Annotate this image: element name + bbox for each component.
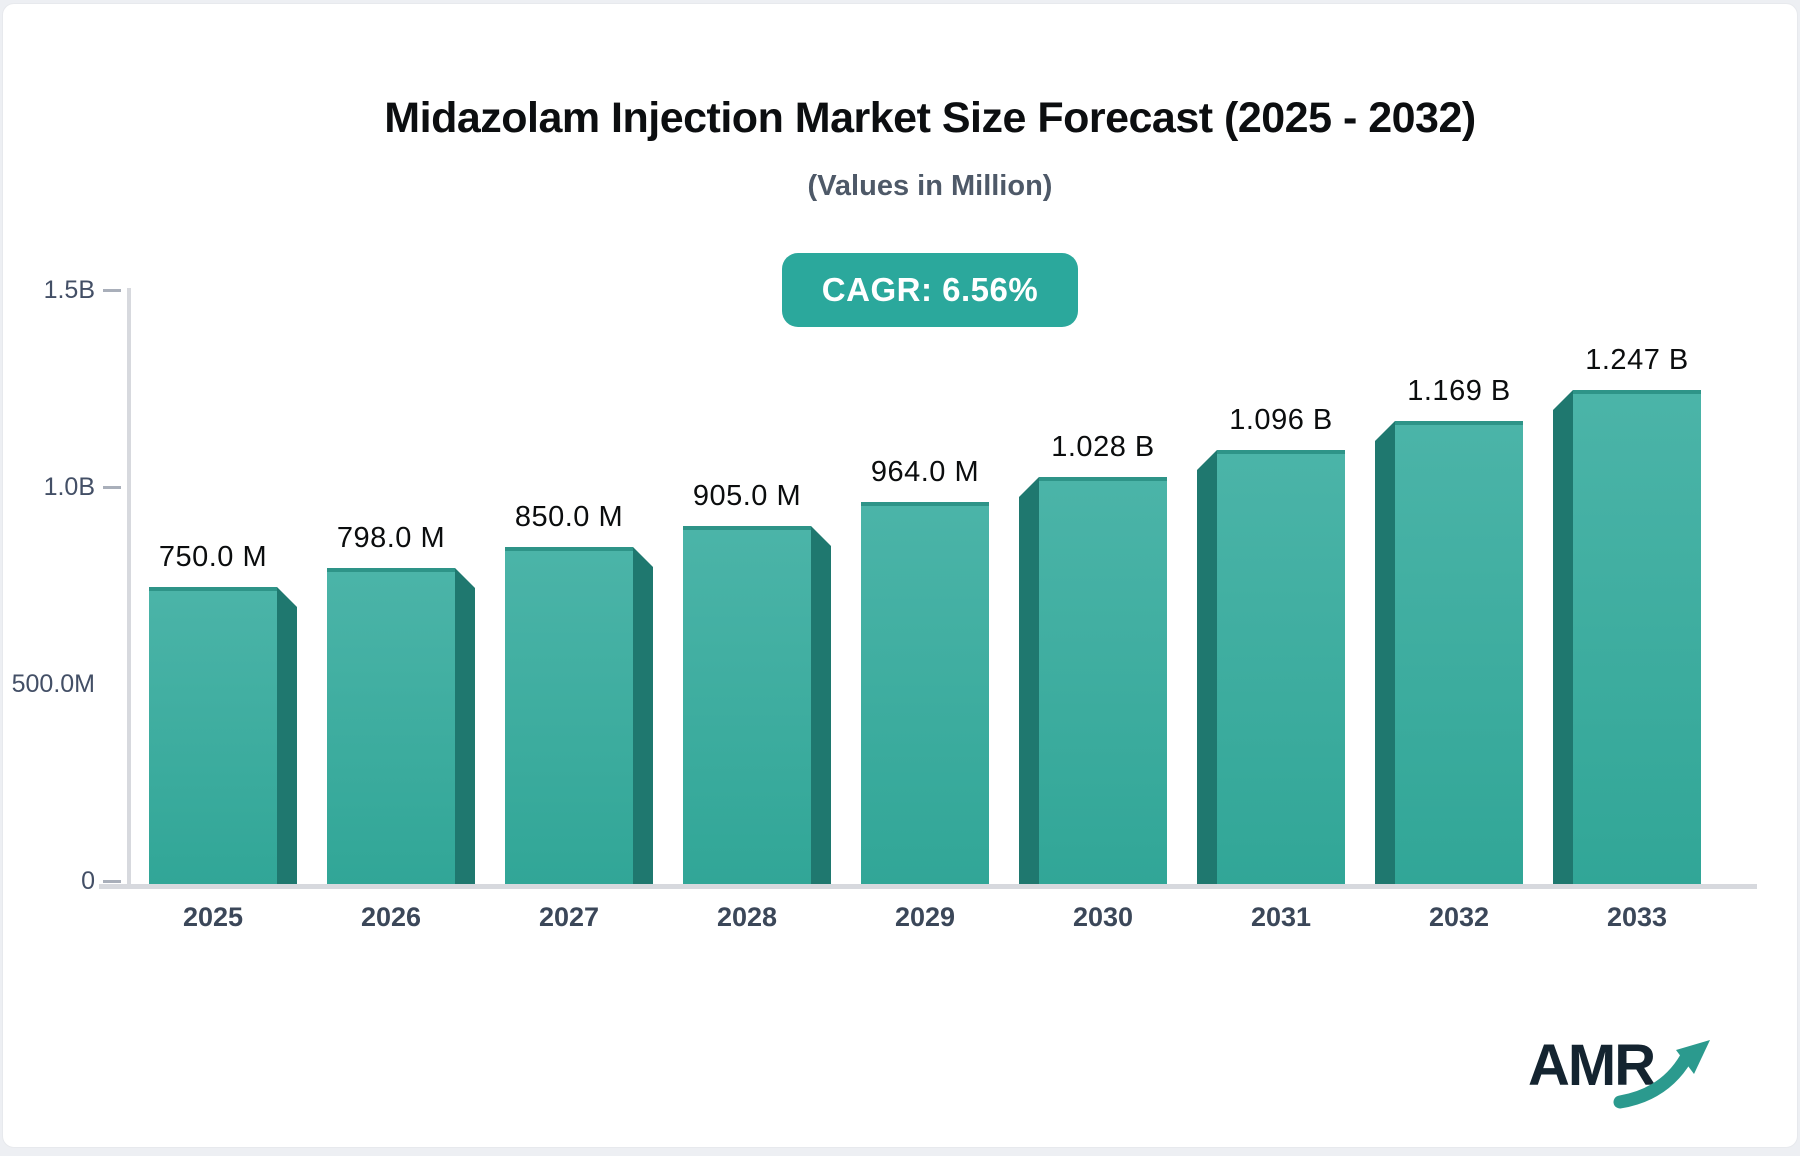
bar-2032[interactable] <box>1395 421 1523 884</box>
bar-2033[interactable] <box>1573 390 1701 884</box>
bar-value-label: 1.096 B <box>1229 404 1333 436</box>
y-axis-tick-label: 1.0B <box>43 473 95 501</box>
cagr-badge-row: CAGR: 6.56% <box>60 253 1800 327</box>
bar-2028[interactable] <box>683 526 811 884</box>
chart-subtitle: (Values in Million) <box>807 170 1053 202</box>
amr-logo-text: AMR <box>1528 1033 1656 1098</box>
growth-arrow-icon <box>1613 1040 1710 1109</box>
x-axis-label-2031: 2031 <box>1250 902 1312 932</box>
y-axis-tick-label: 500.0M <box>11 670 95 698</box>
bar-2027[interactable] <box>505 547 633 884</box>
bar-side-face <box>1019 477 1039 884</box>
bar-value-label: 905.0 M <box>692 480 802 512</box>
bar-2026[interactable] <box>327 568 455 884</box>
bar-2031[interactable] <box>1217 450 1345 884</box>
bar-side-face <box>455 568 475 884</box>
x-axis-label-2030: 2030 <box>1072 902 1134 932</box>
x-axis-label-2026: 2026 <box>360 902 422 932</box>
bar-side-face <box>811 526 831 884</box>
y-axis-line <box>127 288 131 887</box>
x-axis-label-2027: 2027 <box>538 902 600 932</box>
cagr-badge: CAGR: 6.56% <box>781 253 1079 327</box>
chart-title: Midazolam Injection Market Size Forecast… <box>384 94 1476 142</box>
bar-2030[interactable] <box>1039 477 1167 884</box>
bar-side-face <box>1375 421 1395 884</box>
bar-2029[interactable] <box>861 502 989 884</box>
y-axis-tick-label: 1.5B <box>43 276 95 304</box>
amr-logo: AMR <box>1528 1032 1728 1122</box>
bar-side-face <box>633 547 653 884</box>
x-axis-label-2032: 2032 <box>1428 902 1490 932</box>
bar-side-face <box>277 587 297 884</box>
x-axis-label-2028: 2028 <box>716 902 778 932</box>
x-axis-label-2029: 2029 <box>894 902 956 932</box>
x-axis-label-2025: 2025 <box>182 902 244 932</box>
bar-value-label: 798.0 M <box>336 522 446 554</box>
bar-value-label: 1.169 B <box>1407 375 1511 407</box>
y-axis-tick-mark <box>103 880 121 883</box>
bar-value-label: 750.0 M <box>158 541 268 573</box>
y-axis-tick-label: 0 <box>81 867 95 895</box>
bar-2025[interactable] <box>149 587 277 884</box>
y-axis-tick-mark <box>103 289 121 292</box>
bar-value-label: 1.028 B <box>1051 431 1155 463</box>
bar-side-face <box>1197 450 1217 884</box>
bar-value-label: 964.0 M <box>870 456 980 488</box>
x-axis-label-2033: 2033 <box>1606 902 1668 932</box>
x-axis-line <box>99 884 1757 889</box>
y-axis-tick-mark <box>103 486 121 489</box>
bar-value-label: 850.0 M <box>514 501 624 533</box>
bar-side-face <box>1553 390 1573 884</box>
bar-value-label: 1.247 B <box>1585 344 1689 376</box>
